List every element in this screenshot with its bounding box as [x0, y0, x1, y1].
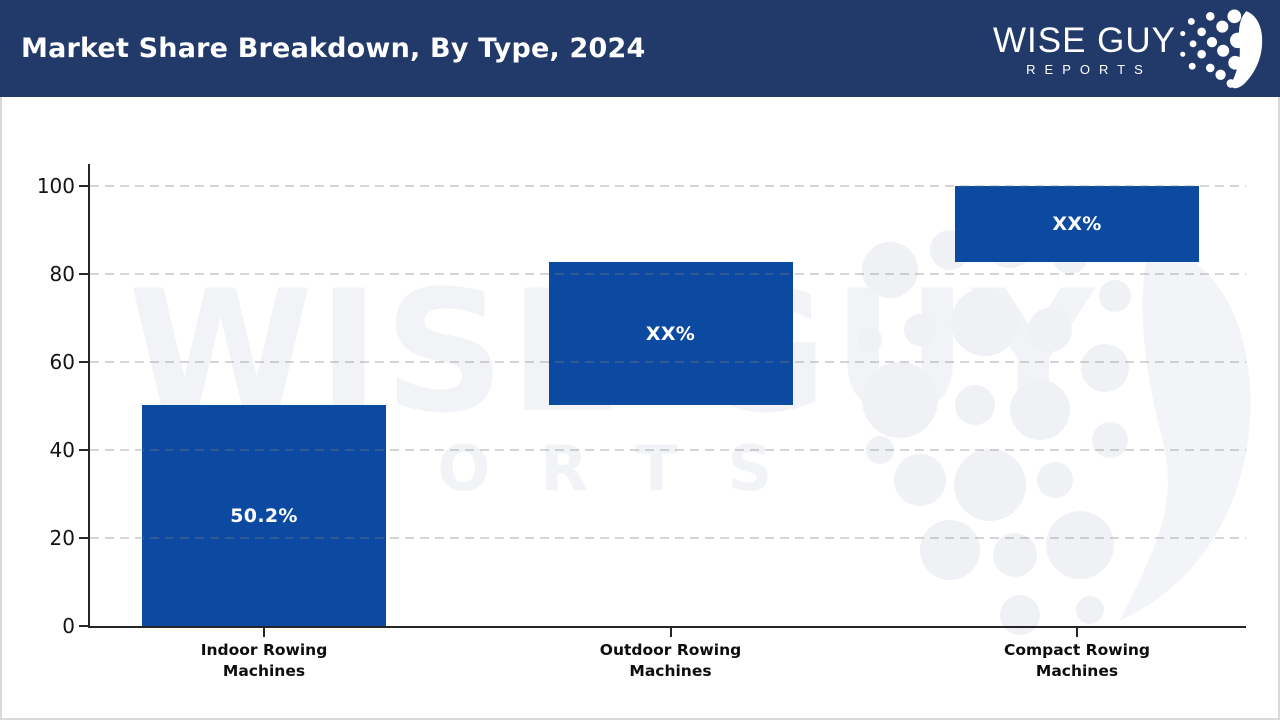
x-tick-3: [1076, 628, 1078, 637]
category-label-2: Outdoor Rowing Machines: [511, 640, 831, 682]
gridline-40: [90, 449, 1246, 451]
y-tick-label-80: 80: [49, 262, 75, 286]
x-axis-line: [88, 626, 1246, 628]
header-bar: Market Share Breakdown, By Type, 2024 WI…: [0, 0, 1280, 97]
bar-3: XX%: [955, 186, 1199, 263]
y-tick-0: [79, 625, 88, 627]
x-tick-2: [669, 628, 672, 637]
y-tick-label-40: 40: [49, 438, 75, 462]
y-tick-100: [79, 185, 88, 187]
category-label-line: Machines: [1035, 662, 1119, 680]
y-axis-line: [88, 164, 90, 628]
category-label-line: Machines: [222, 662, 306, 680]
bar-1: 50.2%: [142, 405, 386, 626]
category-label-line: Machines: [629, 662, 712, 680]
gridline-100: [90, 185, 1246, 187]
gridline-20: [90, 537, 1246, 539]
y-tick-label-100: 100: [36, 174, 75, 198]
bar-2: XX%: [548, 262, 793, 406]
bar-value-label-3: XX%: [1052, 213, 1102, 236]
x-tick-1: [263, 628, 265, 637]
y-tick-40: [79, 449, 88, 451]
category-label-line: Indoor Rowing: [200, 641, 328, 659]
category-label-line: Compact Rowing: [1003, 641, 1151, 659]
brand-logo: WISE GUY REPORTS: [993, 6, 1266, 92]
y-tick-60: [79, 361, 88, 363]
brand-logo-text: WISE GUY REPORTS: [992, 20, 1176, 77]
y-tick-20: [79, 537, 88, 539]
gridline-80: [90, 273, 1246, 275]
bar-value-label-1: 50.2%: [230, 504, 298, 527]
brand-head-dots-icon: [1180, 9, 1263, 89]
bar-value-label-2: XX%: [645, 322, 696, 345]
y-tick-80: [79, 273, 88, 275]
category-label-3: Compact Rowing Machines: [917, 640, 1237, 682]
y-tick-label-0: 0: [62, 614, 75, 638]
y-tick-label-60: 60: [49, 350, 75, 374]
chart-title: Market Share Breakdown, By Type, 2024: [21, 33, 646, 64]
brand-sub: REPORTS: [1026, 61, 1152, 77]
category-label-line: Outdoor Rowing: [599, 641, 742, 659]
gridline-60: [90, 361, 1246, 363]
category-label-1: Indoor Rowing Machines: [104, 640, 424, 682]
y-tick-label-20: 20: [49, 526, 75, 550]
brand-name: WISE GUY: [992, 20, 1176, 60]
